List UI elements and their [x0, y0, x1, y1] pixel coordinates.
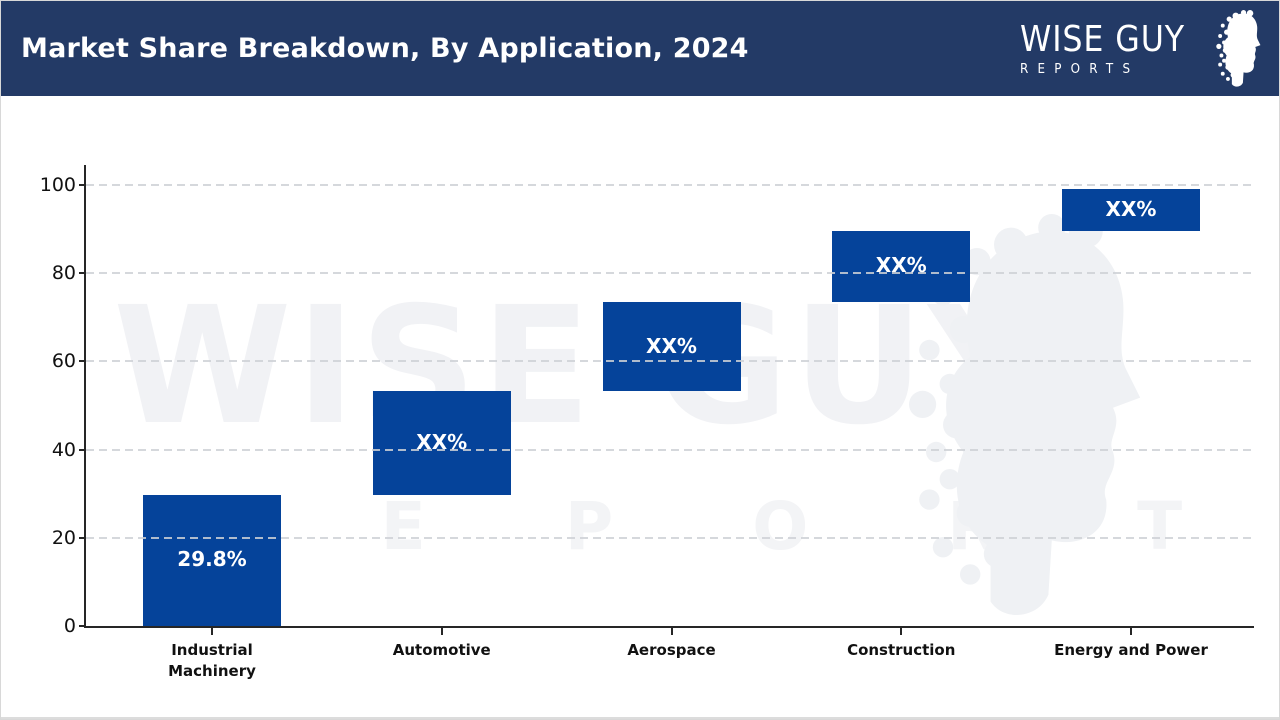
watermark-text: WISE GUY — [113, 273, 1050, 461]
bar-value-label: 29.8% — [177, 547, 247, 572]
y-axis-tick — [79, 360, 86, 363]
gridline — [86, 272, 1254, 275]
y-axis-line — [84, 165, 86, 628]
header-bar: Market Share Breakdown, By Application, … — [1, 1, 1280, 96]
y-axis-tick — [79, 536, 86, 539]
brand-logo: WISE GUY REPORTS — [1019, 9, 1280, 88]
y-axis-tick-label: 40 — [51, 438, 76, 461]
y-axis-tick-label: 80 — [51, 262, 76, 285]
bar-aerospace — [602, 301, 741, 392]
y-axis-tick-label: 0 — [63, 615, 76, 637]
x-axis-category-label: Aerospace — [627, 641, 716, 659]
brand-face-icon — [1216, 9, 1261, 87]
x-axis-tick — [440, 628, 443, 635]
y-axis-tick-label: 20 — [51, 526, 76, 549]
y-axis-tick-label: 60 — [51, 350, 76, 373]
x-axis-category-label: Industrial Machinery — [168, 641, 256, 680]
y-axis-tick — [79, 272, 86, 275]
y-axis-tick — [79, 184, 86, 186]
brand-logo-text: WISE GUY REPORTS — [1019, 18, 1208, 77]
watermark-text: R E P O R T S — [191, 488, 1241, 626]
bottom-divider — [1, 717, 1279, 719]
x-axis-category-label: Energy and Power — [1054, 641, 1208, 659]
gridline — [86, 184, 1254, 186]
bar-value-label: XX% — [416, 429, 468, 454]
waterfall-chart: WISE GUY R E P O R T S 0 20 40 60 80 100 29.8%… — [1, 96, 1279, 716]
brand-subtitle: REPORTS — [1019, 61, 1139, 77]
y-axis-tick-label: 100 — [39, 174, 76, 196]
gridline — [86, 536, 1254, 539]
y-axis-tick — [79, 625, 86, 627]
x-axis-tick — [211, 628, 213, 635]
bar-value-label: XX% — [1105, 196, 1157, 221]
page-title: Market Share Breakdown, By Application, … — [21, 33, 749, 64]
bar-value-label: XX% — [646, 333, 697, 358]
x-axis-category-label: Construction — [847, 641, 956, 659]
bar-industrial-machinery — [143, 494, 281, 626]
x-axis-line — [84, 626, 1254, 628]
x-axis-tick — [1130, 628, 1132, 635]
x-axis-tick — [670, 628, 673, 635]
gridline — [86, 360, 1254, 363]
bar-automotive — [372, 391, 511, 495]
y-axis-tick — [79, 448, 86, 451]
x-axis-tick — [900, 628, 903, 635]
bar-value-label: XX% — [875, 253, 927, 278]
x-axis-category-label: Automotive — [392, 641, 491, 659]
brand-name: WISE GUY — [1019, 18, 1185, 60]
gridline — [86, 448, 1254, 451]
